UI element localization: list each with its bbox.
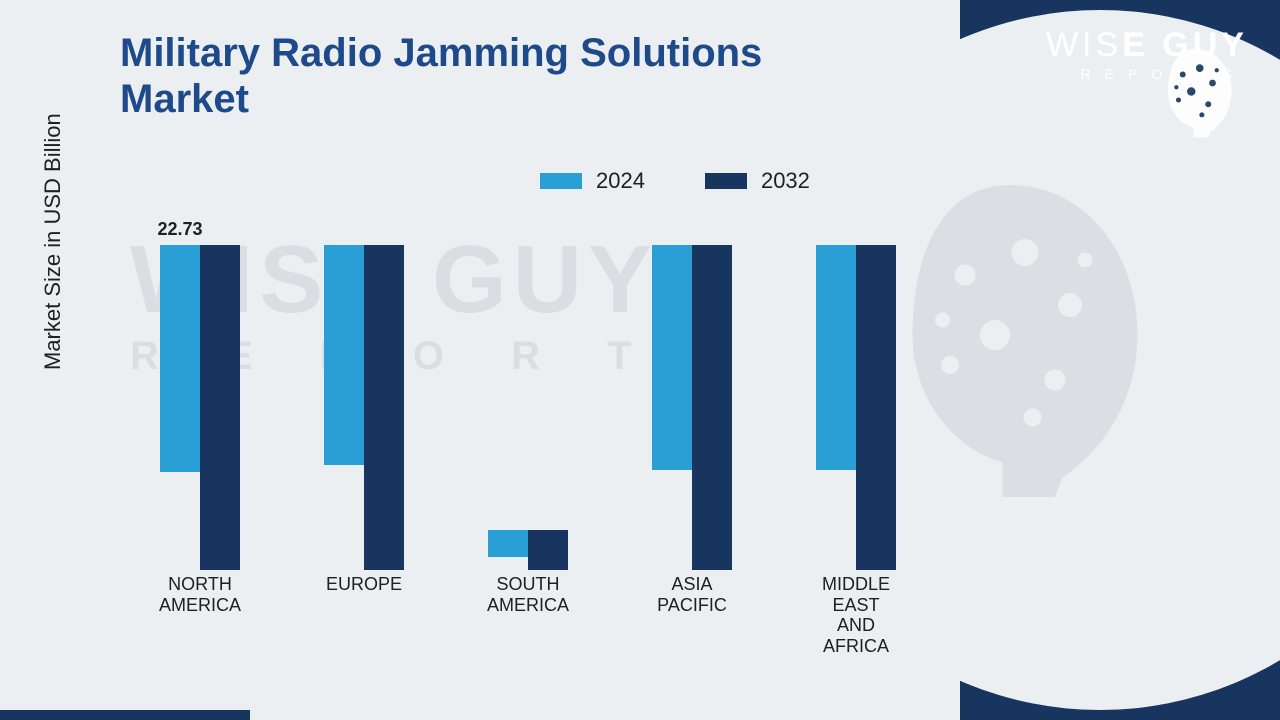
- bar-group: [304, 245, 424, 570]
- bar-2024: [652, 245, 692, 470]
- category-label: SOUTHAMERICA: [458, 574, 598, 615]
- bottom-accent-bar: [0, 710, 250, 720]
- bar-2032: [856, 245, 896, 570]
- category-wrap: EUROPE: [304, 570, 424, 574]
- bar-value-label: 22.73: [157, 219, 202, 240]
- bar-2032: [364, 245, 404, 570]
- bar-2032: [528, 530, 568, 570]
- category-label: MIDDLEEASTANDAFRICA: [786, 574, 926, 657]
- bar-2032: [200, 245, 240, 570]
- legend-item-2032: 2032: [705, 168, 810, 194]
- brand-logo: WISE GUY REPORTS: [1046, 28, 1248, 82]
- legend: 2024 2032: [540, 168, 810, 194]
- bar-2032: [692, 245, 732, 570]
- category-wrap: SOUTHAMERICA: [468, 570, 588, 574]
- category-wrap: NORTHAMERICA: [140, 570, 260, 574]
- legend-label-2024: 2024: [596, 168, 645, 194]
- bar-group: [796, 245, 916, 570]
- category-wrap: ASIAPACIFIC: [632, 570, 752, 574]
- category-label: NORTHAMERICA: [130, 574, 270, 615]
- page-title: Military Radio Jamming Solutions Market: [120, 30, 840, 122]
- brand-head-icon: [1153, 44, 1238, 139]
- legend-item-2024: 2024: [540, 168, 645, 194]
- bar-2024: [816, 245, 856, 470]
- bar-group: [468, 530, 588, 570]
- legend-label-2032: 2032: [761, 168, 810, 194]
- bar-2024: 22.73: [160, 245, 200, 472]
- chart-plot-area: 22.73NORTHAMERICAEUROPESOUTHAMERICAASIAP…: [120, 200, 940, 570]
- bar-group: [632, 245, 752, 570]
- y-axis-label: Market Size in USD Billion: [40, 113, 66, 370]
- bar-2024: [324, 245, 364, 465]
- legend-swatch-2024: [540, 173, 582, 189]
- category-wrap: MIDDLEEASTANDAFRICA: [796, 570, 916, 574]
- category-label: ASIAPACIFIC: [622, 574, 762, 615]
- legend-swatch-2032: [705, 173, 747, 189]
- category-label: EUROPE: [294, 574, 434, 595]
- bar-2024: [488, 530, 528, 557]
- bar-group: 22.73: [140, 245, 260, 570]
